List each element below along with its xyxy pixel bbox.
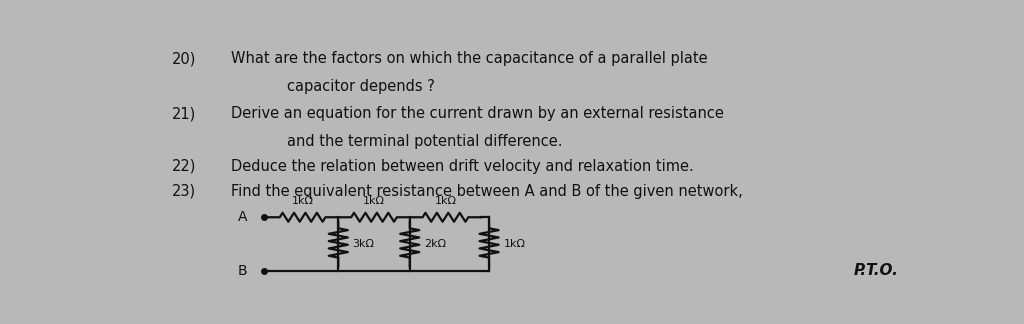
Text: 22): 22) (172, 159, 196, 174)
Text: B: B (238, 264, 247, 278)
Text: and the terminal potential difference.: and the terminal potential difference. (287, 134, 562, 149)
Text: Deduce the relation between drift velocity and relaxation time.: Deduce the relation between drift veloci… (231, 159, 694, 174)
Text: Find the equivalent resistance between A and B of the given network,: Find the equivalent resistance between A… (231, 184, 743, 199)
Text: P.T.O.: P.T.O. (854, 263, 899, 278)
Text: capacitor depends ?: capacitor depends ? (287, 79, 434, 94)
Text: 1kΩ: 1kΩ (364, 196, 385, 206)
Text: 1kΩ: 1kΩ (434, 196, 457, 206)
Text: What are the factors on which the capacitance of a parallel plate: What are the factors on which the capaci… (231, 51, 708, 66)
Text: 1kΩ: 1kΩ (504, 239, 525, 249)
Text: 2kΩ: 2kΩ (424, 239, 446, 249)
Text: 23): 23) (172, 184, 196, 199)
Text: 20): 20) (172, 51, 196, 66)
Text: Derive an equation for the current drawn by an external resistance: Derive an equation for the current drawn… (231, 106, 724, 121)
Text: 21): 21) (172, 106, 196, 121)
Text: A: A (238, 210, 247, 224)
Text: 1kΩ: 1kΩ (292, 196, 313, 206)
Text: 3kΩ: 3kΩ (352, 239, 375, 249)
